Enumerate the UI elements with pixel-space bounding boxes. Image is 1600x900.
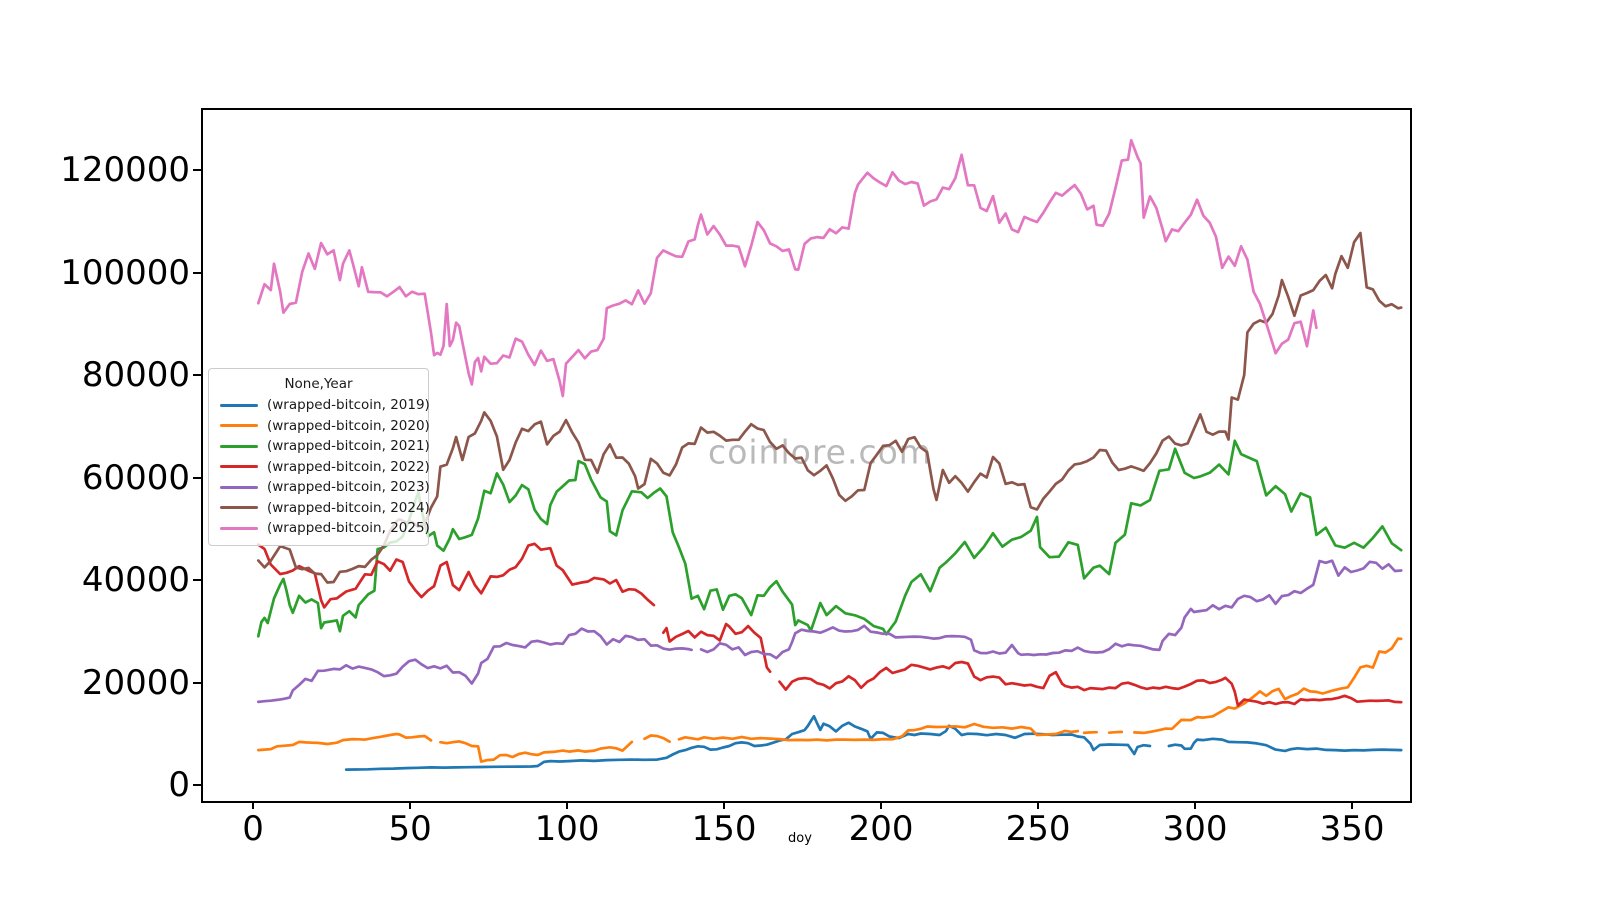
legend-line-sample: [220, 485, 258, 489]
series-line: [344, 714, 1152, 771]
y-tick-label: 0: [168, 765, 190, 805]
x-tick-mark: [1037, 801, 1040, 809]
series-line: [1082, 730, 1098, 735]
x-tick-label: 150: [691, 809, 757, 849]
legend-label: (wrapped-bitcoin, 2021): [267, 438, 430, 455]
x-tick-label: 50: [388, 809, 432, 849]
series--wrapped-bitcoin--2019-: [344, 714, 1403, 771]
legend-line-sample: [220, 465, 258, 469]
series-line: [256, 627, 693, 704]
legend-row: (wrapped-bitcoin, 2023): [209, 477, 430, 498]
series-line: [1107, 730, 1124, 735]
y-tick-mark: [193, 784, 201, 786]
legend-row: (wrapped-bitcoin, 2020): [209, 416, 430, 437]
legend-title: None,Year: [284, 376, 353, 392]
legend-label: (wrapped-bitcoin, 2023): [267, 479, 430, 496]
y-tick-label: 40000: [81, 560, 190, 600]
x-tick-mark: [252, 801, 255, 809]
legend-line-sample: [220, 424, 258, 428]
y-tick-label: 100000: [60, 252, 190, 293]
series-line: [643, 734, 671, 744]
watermark-text: coinlore.com: [708, 432, 932, 472]
series--wrapped-bitcoin--2024-: [256, 231, 1403, 584]
legend-label: (wrapped-bitcoin, 2020): [267, 417, 430, 434]
series-line: [699, 559, 1403, 660]
x-tick-label: 350: [1319, 809, 1385, 849]
series-line: [661, 622, 772, 674]
x-tick-label: 100: [534, 809, 600, 849]
legend-line-sample: [220, 526, 258, 530]
x-tick-mark: [566, 801, 569, 809]
legend-row: (wrapped-bitcoin, 2019): [209, 395, 430, 416]
y-tick-mark: [193, 476, 201, 479]
x-tick-label: 200: [848, 809, 914, 849]
y-tick-mark: [193, 169, 201, 171]
x-tick-mark: [723, 801, 726, 809]
x-tick-mark: [880, 801, 883, 809]
series-line: [1167, 737, 1403, 753]
x-tick-mark: [1351, 801, 1354, 809]
legend: None,Year (wrapped-bitcoin, 2019) (wrappe…: [208, 368, 430, 546]
legend-rows: (wrapped-bitcoin, 2019) (wrapped-bitcoin,…: [209, 395, 430, 539]
legend-row: (wrapped-bitcoin, 2021): [209, 436, 430, 457]
x-tick-label: 0: [242, 809, 264, 849]
legend-label: (wrapped-bitcoin, 2024): [267, 499, 430, 516]
x-tick-label: 250: [1005, 809, 1071, 849]
y-tick-label: 20000: [81, 662, 190, 703]
series-line: [256, 732, 433, 752]
x-tick-label: 300: [1162, 809, 1228, 849]
y-tick-label: 80000: [81, 355, 190, 395]
y-tick-mark: [193, 374, 201, 376]
legend-row: (wrapped-bitcoin, 2024): [209, 498, 430, 519]
series--wrapped-bitcoin--2023-: [256, 559, 1403, 704]
series-line: [1132, 637, 1403, 735]
legend-label: (wrapped-bitcoin, 2022): [267, 458, 430, 475]
x-tick-mark: [1194, 801, 1197, 809]
series--wrapped-bitcoin--2022-: [256, 542, 1403, 707]
legend-line-sample: [220, 506, 258, 510]
legend-row: (wrapped-bitcoin, 2025): [209, 518, 430, 539]
series-line: [439, 740, 634, 763]
y-tick-label: 120000: [60, 150, 190, 190]
legend-label: (wrapped-bitcoin, 2019): [267, 397, 430, 414]
series--wrapped-bitcoin--2025-: [256, 138, 1318, 398]
series-line: [256, 231, 1403, 584]
series-line: [256, 138, 1318, 398]
x-axis-title: doy: [788, 831, 812, 846]
series-line: [677, 722, 1080, 742]
y-tick-mark: [193, 681, 201, 684]
legend-line-sample: [220, 403, 258, 407]
legend-row: (wrapped-bitcoin, 2022): [209, 457, 430, 478]
series-line: [256, 542, 656, 609]
x-tick-mark: [409, 801, 412, 809]
legend-label: (wrapped-bitcoin, 2025): [267, 520, 430, 537]
y-tick-label: 60000: [81, 457, 190, 498]
series--wrapped-bitcoin--2020-: [256, 637, 1403, 763]
legend-line-sample: [220, 444, 258, 448]
y-tick-mark: [193, 579, 201, 581]
series-line: [778, 660, 1403, 707]
y-tick-mark: [193, 271, 201, 274]
